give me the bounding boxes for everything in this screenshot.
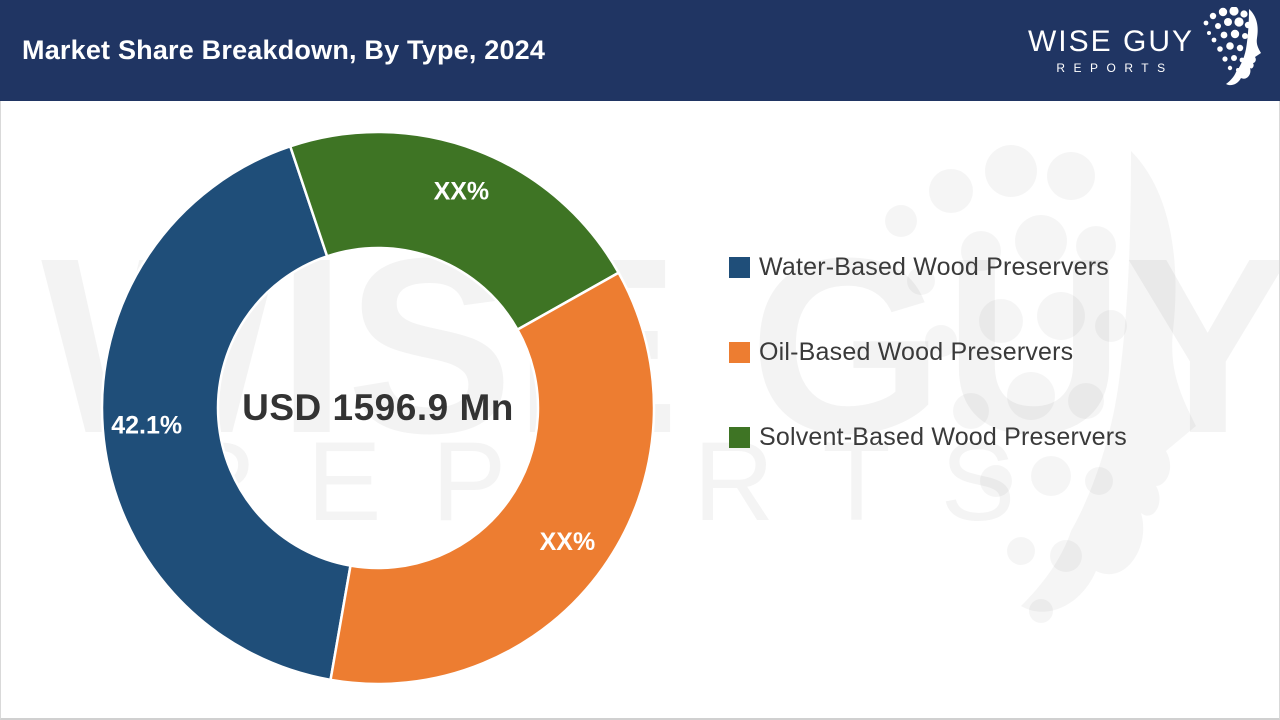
legend-swatch-oil-based-icon — [729, 342, 750, 363]
wise-guy-face-icon — [1200, 6, 1262, 94]
donut-segment-2 — [288, 130, 621, 332]
chart-area: WISE GUY REPORTS 42.1%XX%XX% USD 1596.9 … — [0, 101, 1280, 720]
logo-name: WISE GUY — [1027, 25, 1194, 58]
wise-guy-logo-text: WISE GUY REPORTS — [1027, 25, 1194, 75]
page-title: Market Share Breakdown, By Type, 2024 — [22, 35, 546, 65]
legend-label-solvent-based: Solvent-Based Wood Preservers — [759, 423, 1128, 451]
donut-chart: 42.1% XX% XX% — [100, 130, 656, 686]
header: Market Share Breakdown, By Type, 2024 WI… — [0, 0, 1280, 101]
legend-label-water-based: Water-Based Wood Preservers — [759, 253, 1109, 281]
legend-item-oil-based: Oil-Based Wood Preservers — [729, 338, 1127, 367]
legend-item-solvent-based: Solvent-Based Wood Preservers — [729, 423, 1127, 452]
donut-segment-0 — [100, 144, 352, 682]
legend-swatch-water-based-icon — [729, 257, 750, 278]
legend-item-water-based: Water-Based Wood Preservers — [729, 253, 1127, 282]
donut-center-value: USD 1596.9 Mn — [242, 387, 514, 428]
legend-label-oil-based: Oil-Based Wood Preservers — [759, 338, 1074, 366]
wise-guy-logo: WISE GUY REPORTS — [1027, 6, 1262, 94]
donut-segment-label-2: XX% — [434, 177, 490, 205]
logo-tagline: REPORTS — [1056, 61, 1174, 75]
legend: Water-Based Wood Preservers Oil-Based Wo… — [729, 253, 1127, 452]
legend-swatch-solvent-based-icon — [729, 427, 750, 448]
donut-segment-1 — [329, 271, 656, 686]
donut-segment-label-1: XX% — [540, 528, 596, 556]
donut-segment-label-0: 42.1% — [111, 411, 182, 439]
